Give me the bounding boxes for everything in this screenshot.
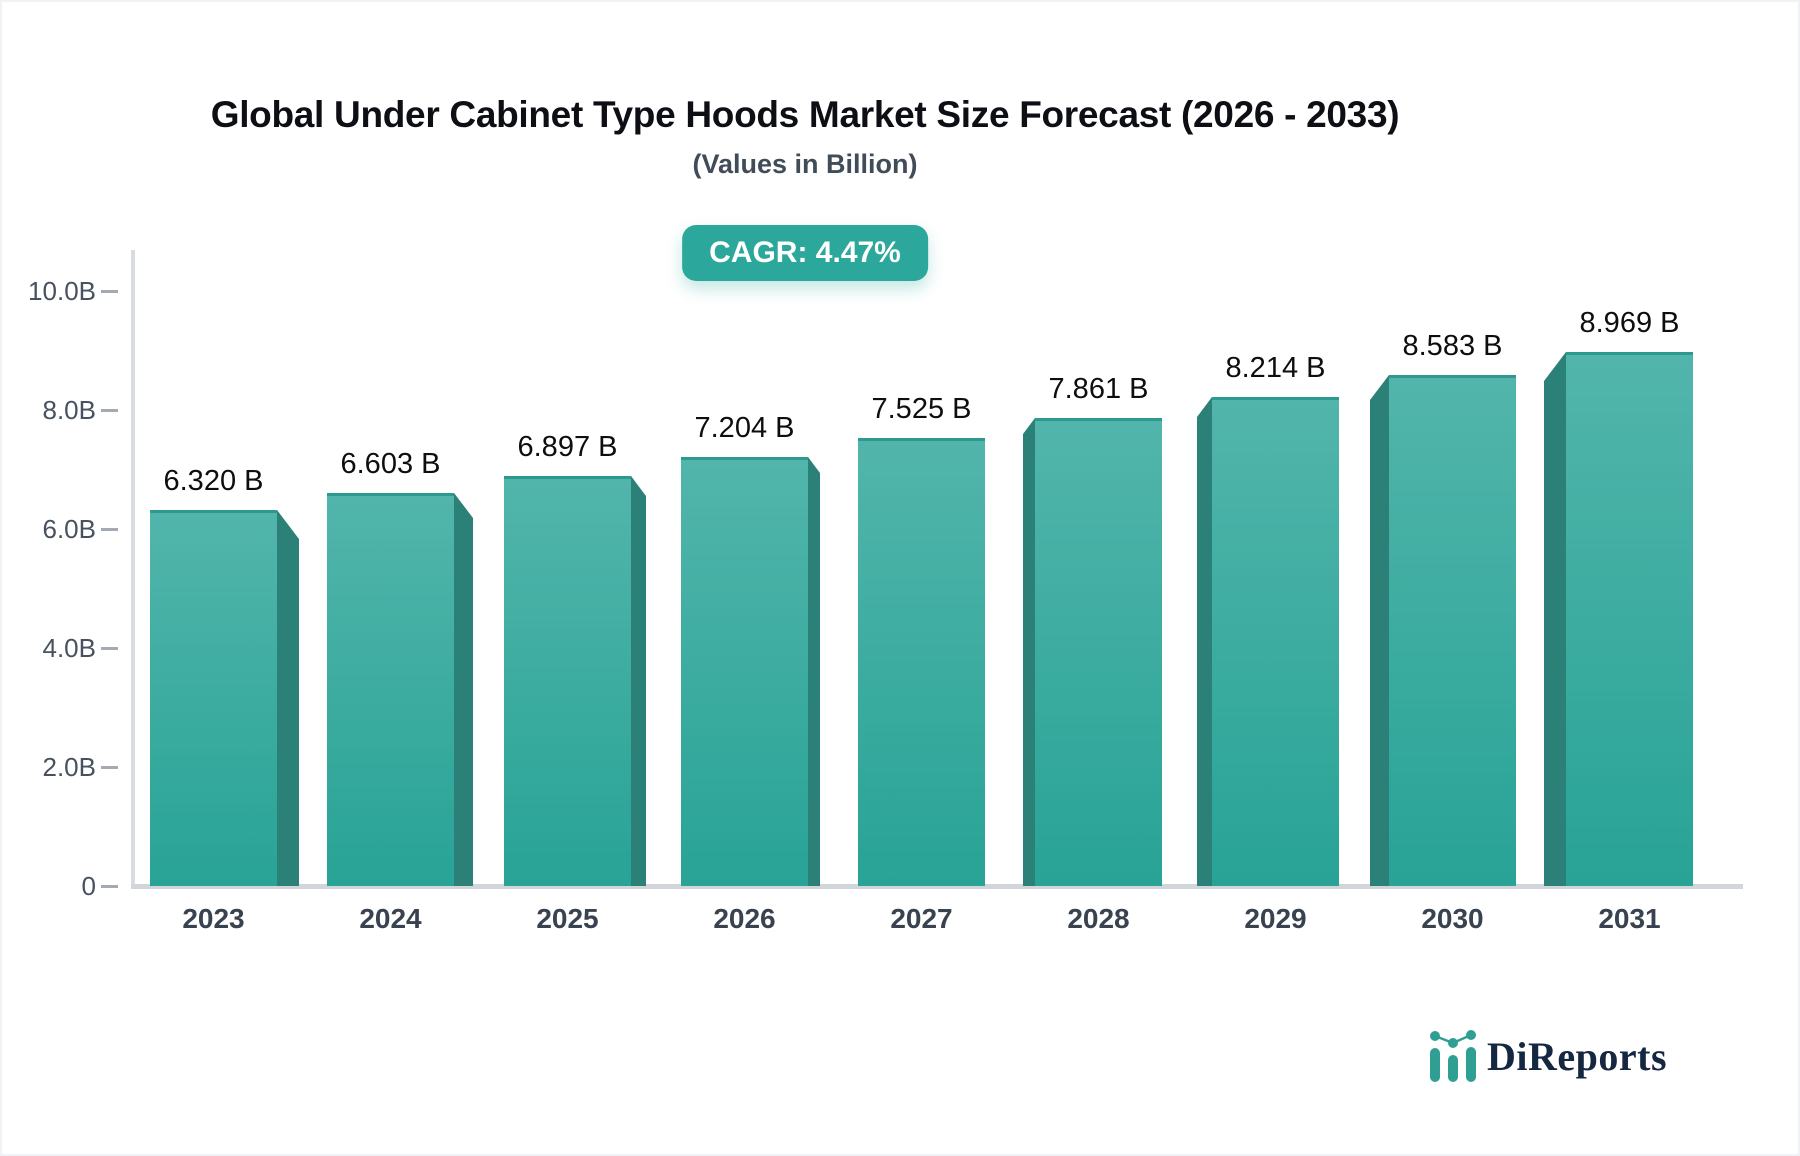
x-axis-label-2029: 2029 xyxy=(1244,903,1307,934)
y-tick-label: 2.0B xyxy=(42,752,97,782)
y-tick-mark xyxy=(101,647,118,650)
direports-logo-icon xyxy=(1430,1030,1476,1082)
direports-logo-text: DiReports xyxy=(1487,1033,1668,1079)
y-tick-label: 6.0B xyxy=(42,514,97,544)
bar-value-label-2025: 6.897 B xyxy=(517,431,618,463)
bar-value-label-2023: 6.320 B xyxy=(163,465,264,497)
x-axis-label-2027: 2027 xyxy=(890,903,953,934)
y-tick-mark xyxy=(101,409,118,412)
bar-3d-side-2025 xyxy=(631,476,646,886)
bar-value-label-2030: 8.583 B xyxy=(1402,330,1503,362)
chart-title: Global Under Cabinet Type Hoods Market S… xyxy=(210,94,1400,135)
bar-value-label-2029: 8.214 B xyxy=(1225,352,1326,384)
bar-value-label-2026: 7.204 B xyxy=(694,412,795,444)
x-axis-line xyxy=(131,884,1743,889)
x-axis-label-2028: 2028 xyxy=(1067,903,1130,934)
y-tick-label: 10.0B xyxy=(28,276,96,306)
bar-value-label-2028: 7.861 B xyxy=(1048,373,1149,405)
y-tick-mark xyxy=(101,885,118,888)
y-tick-mark xyxy=(101,290,118,293)
bar-2028 xyxy=(1035,418,1162,886)
bar-2026 xyxy=(681,457,808,886)
bar-3d-side-2026 xyxy=(808,457,820,886)
x-axis-label-2030: 2030 xyxy=(1421,903,1484,934)
bar-3d-side-2029 xyxy=(1197,397,1212,886)
y-tick-label: 0 xyxy=(81,871,96,901)
x-axis-label-2025: 2025 xyxy=(536,903,599,934)
bar-2025 xyxy=(504,476,631,886)
x-axis-label-2026: 2026 xyxy=(713,903,776,934)
bar-3d-side-2024 xyxy=(454,493,473,886)
bar-2029 xyxy=(1212,397,1339,886)
bar-2024 xyxy=(327,493,454,886)
bar-2027 xyxy=(858,438,985,886)
chart-subtitle: (Values in Billion) xyxy=(692,149,918,179)
cagr-badge: CAGR: 4.47% xyxy=(682,225,928,281)
bar-value-label-2027: 7.525 B xyxy=(871,393,972,425)
y-tick-mark xyxy=(101,528,118,531)
y-tick-label: 4.0B xyxy=(42,633,97,663)
bar-3d-side-2023 xyxy=(277,510,299,886)
bar-value-label-2024: 6.603 B xyxy=(340,448,441,480)
y-tick-mark xyxy=(101,766,118,769)
bar-3d-side-2030 xyxy=(1370,375,1389,886)
bar-2031 xyxy=(1566,352,1693,886)
bar-value-label-2031: 8.969 B xyxy=(1579,307,1680,339)
y-tick-label: 8.0B xyxy=(42,395,97,425)
x-axis-label-2031: 2031 xyxy=(1598,903,1661,934)
bar-2030 xyxy=(1389,375,1516,886)
bar-2023 xyxy=(150,510,277,886)
bar-3d-side-2028 xyxy=(1023,418,1035,886)
direports-logo: DiReports xyxy=(1428,1028,1667,1084)
x-axis-label-2023: 2023 xyxy=(182,903,245,934)
x-axis-label-2024: 2024 xyxy=(359,903,422,934)
bar-3d-side-2031 xyxy=(1544,352,1566,886)
y-axis-line xyxy=(131,250,135,889)
